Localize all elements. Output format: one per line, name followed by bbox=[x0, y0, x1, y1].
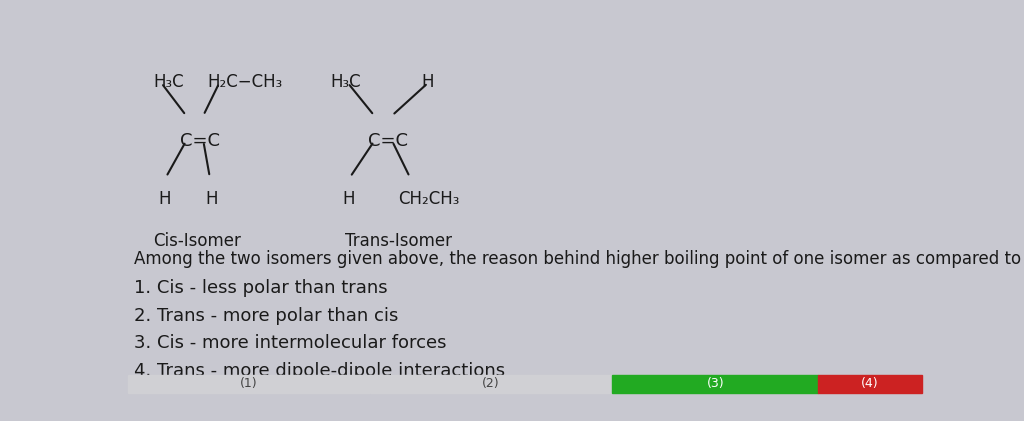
Text: H: H bbox=[158, 190, 171, 208]
Text: Trans-Isomer: Trans-Isomer bbox=[345, 232, 452, 250]
Text: 3. Cis - more intermolecular forces: 3. Cis - more intermolecular forces bbox=[134, 334, 446, 352]
Text: H₂C−CH₃: H₂C−CH₃ bbox=[207, 73, 283, 91]
Text: Cis-Isomer: Cis-Isomer bbox=[154, 232, 242, 250]
Bar bbox=[818, 375, 922, 392]
Text: (1): (1) bbox=[241, 377, 258, 390]
Text: H: H bbox=[342, 190, 354, 208]
Bar bbox=[128, 375, 370, 392]
Text: H: H bbox=[422, 73, 434, 91]
Text: C=C: C=C bbox=[179, 131, 219, 149]
Bar bbox=[370, 375, 612, 392]
Text: Among the two isomers given above, the reason behind higher boiling point of one: Among the two isomers given above, the r… bbox=[134, 250, 1024, 268]
Text: 1. Cis - less polar than trans: 1. Cis - less polar than trans bbox=[134, 279, 388, 297]
Text: C=C: C=C bbox=[369, 131, 409, 149]
Text: CH₂CH₃: CH₂CH₃ bbox=[397, 190, 459, 208]
Text: (2): (2) bbox=[482, 377, 500, 390]
Text: 2. Trans - more polar than cis: 2. Trans - more polar than cis bbox=[134, 306, 398, 325]
Text: (4): (4) bbox=[861, 377, 879, 390]
Text: 4. Trans - more dipole-dipole interactions: 4. Trans - more dipole-dipole interactio… bbox=[134, 362, 506, 380]
Bar bbox=[612, 375, 818, 392]
Text: H: H bbox=[205, 190, 217, 208]
Text: (3): (3) bbox=[707, 377, 724, 390]
Text: H₃C: H₃C bbox=[154, 73, 184, 91]
Text: H₃C: H₃C bbox=[331, 73, 361, 91]
